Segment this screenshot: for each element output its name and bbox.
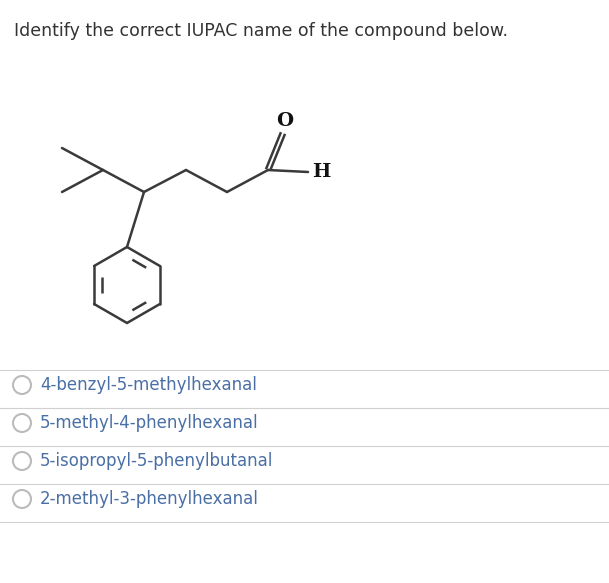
Text: H: H	[312, 163, 330, 181]
Text: 4-benzyl-5-methylhexanal: 4-benzyl-5-methylhexanal	[40, 376, 257, 394]
Text: 2-methyl-3-phenylhexanal: 2-methyl-3-phenylhexanal	[40, 490, 259, 508]
Text: 5-methyl-4-phenylhexanal: 5-methyl-4-phenylhexanal	[40, 414, 259, 432]
Text: O: O	[276, 112, 294, 130]
Text: Identify the correct IUPAC name of the compound below.: Identify the correct IUPAC name of the c…	[14, 22, 508, 40]
Text: 5-isopropyl-5-phenylbutanal: 5-isopropyl-5-phenylbutanal	[40, 452, 273, 470]
